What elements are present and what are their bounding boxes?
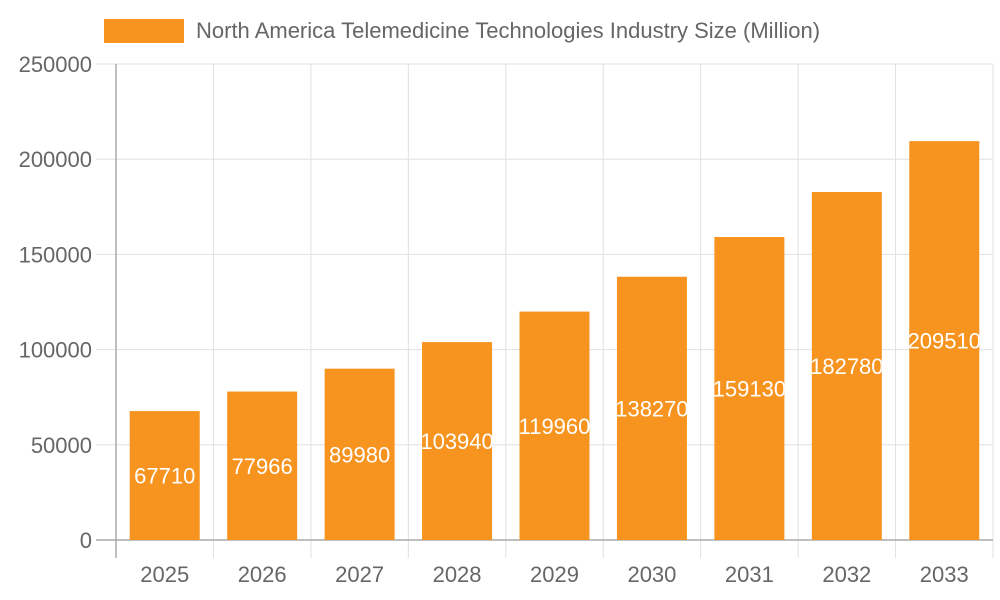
- bar: [519, 311, 590, 540]
- legend-swatch: [104, 19, 184, 43]
- bar: [811, 191, 882, 540]
- bar: [129, 411, 200, 540]
- x-tick-label: 2025: [140, 562, 189, 587]
- bar: [227, 391, 298, 540]
- bar-data-label: 103940: [420, 429, 493, 454]
- y-tick-label: 150000: [19, 242, 92, 267]
- bar-data-label: 138270: [615, 396, 688, 421]
- x-tick-label: 2031: [725, 562, 774, 587]
- bar-data-label: 209510: [908, 329, 981, 354]
- y-tick-label: 200000: [19, 147, 92, 172]
- bar: [616, 276, 687, 540]
- x-tick-label: 2032: [822, 562, 871, 587]
- legend[interactable]: North America Telemedicine Technologies …: [104, 18, 820, 44]
- legend-label: North America Telemedicine Technologies …: [196, 18, 821, 43]
- bar: [324, 368, 395, 540]
- y-tick-label: 0: [80, 528, 92, 553]
- x-tick-label: 2030: [627, 562, 676, 587]
- bar: [909, 141, 980, 540]
- y-tick-label: 250000: [19, 52, 92, 77]
- x-tick-label: 2029: [530, 562, 579, 587]
- bar-data-label: 159130: [713, 377, 786, 402]
- bar: [422, 342, 493, 540]
- x-tick-label: 2027: [335, 562, 384, 587]
- y-tick-label: 50000: [31, 433, 92, 458]
- bar: [714, 237, 785, 540]
- y-tick-label: 100000: [19, 338, 92, 363]
- bar-data-label: 119960: [519, 414, 591, 439]
- bar-data-label: 67710: [134, 464, 195, 489]
- x-tick-label: 2028: [433, 562, 482, 587]
- bar-data-label: 182780: [810, 354, 883, 379]
- bar-data-label: 89980: [329, 442, 390, 467]
- x-tick-label: 2026: [238, 562, 287, 587]
- x-tick-label: 2033: [920, 562, 969, 587]
- bar-data-label: 77966: [232, 454, 293, 479]
